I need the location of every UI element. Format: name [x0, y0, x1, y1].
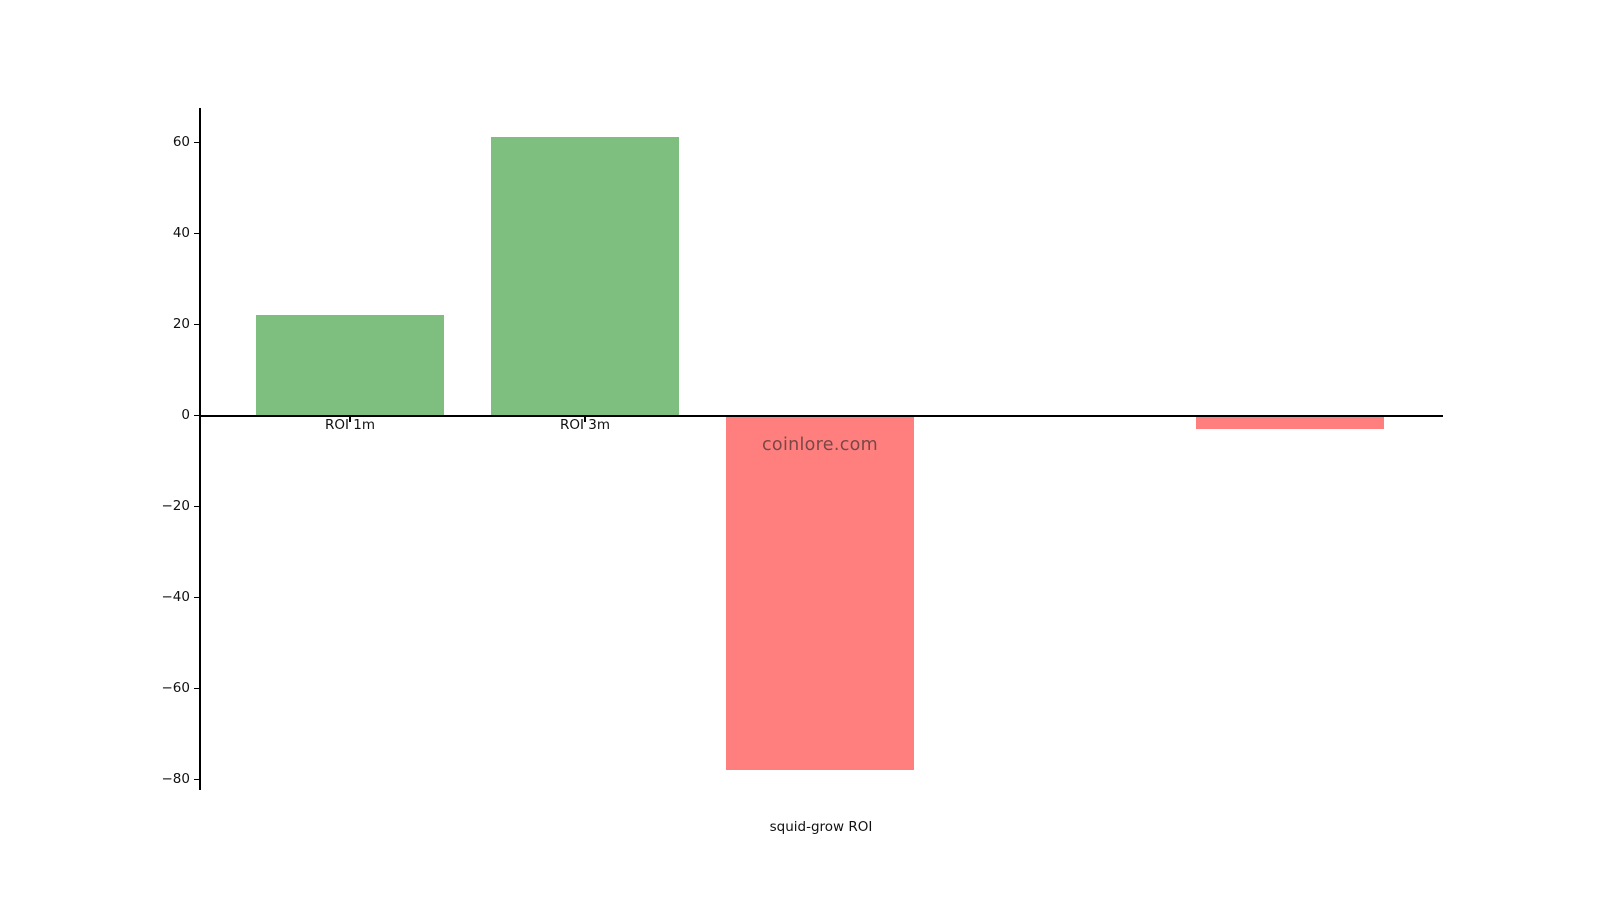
y-axis-spine — [199, 108, 201, 790]
x-axis-zero-line — [199, 415, 1443, 417]
y-tick-mark — [194, 324, 199, 326]
chart-bar-roi-1m — [256, 314, 444, 415]
y-tick-label: 60 — [172, 134, 190, 150]
x-tick-label: ROI 1m — [324, 417, 376, 433]
y-tick-label: 20 — [172, 316, 190, 332]
y-tick-label: 0 — [181, 407, 190, 423]
y-tick-mark — [194, 233, 199, 235]
y-tick-mark — [194, 688, 199, 690]
y-tick-label: −20 — [161, 498, 191, 514]
y-tick-mark — [194, 142, 199, 144]
chart-bar-roi-3m — [491, 137, 679, 415]
y-tick-label: −40 — [161, 589, 191, 605]
y-tick-mark — [194, 779, 199, 781]
y-tick-mark — [194, 506, 199, 508]
chart-bar-unlabeled-5 — [1196, 416, 1384, 429]
x-tick-mark — [584, 416, 586, 422]
y-tick-label: 40 — [172, 225, 190, 241]
x-tick-mark — [349, 416, 351, 422]
y-tick-mark — [194, 415, 199, 417]
y-tick-label: −80 — [161, 771, 191, 787]
x-axis-title: squid-grow ROI — [769, 819, 873, 835]
y-tick-mark — [194, 597, 199, 599]
chart-bar-unlabeled-3 — [726, 416, 914, 770]
watermark-text: coinlore.com — [762, 435, 878, 455]
x-tick-label: ROI 3m — [559, 417, 611, 433]
y-tick-label: −60 — [161, 680, 191, 696]
